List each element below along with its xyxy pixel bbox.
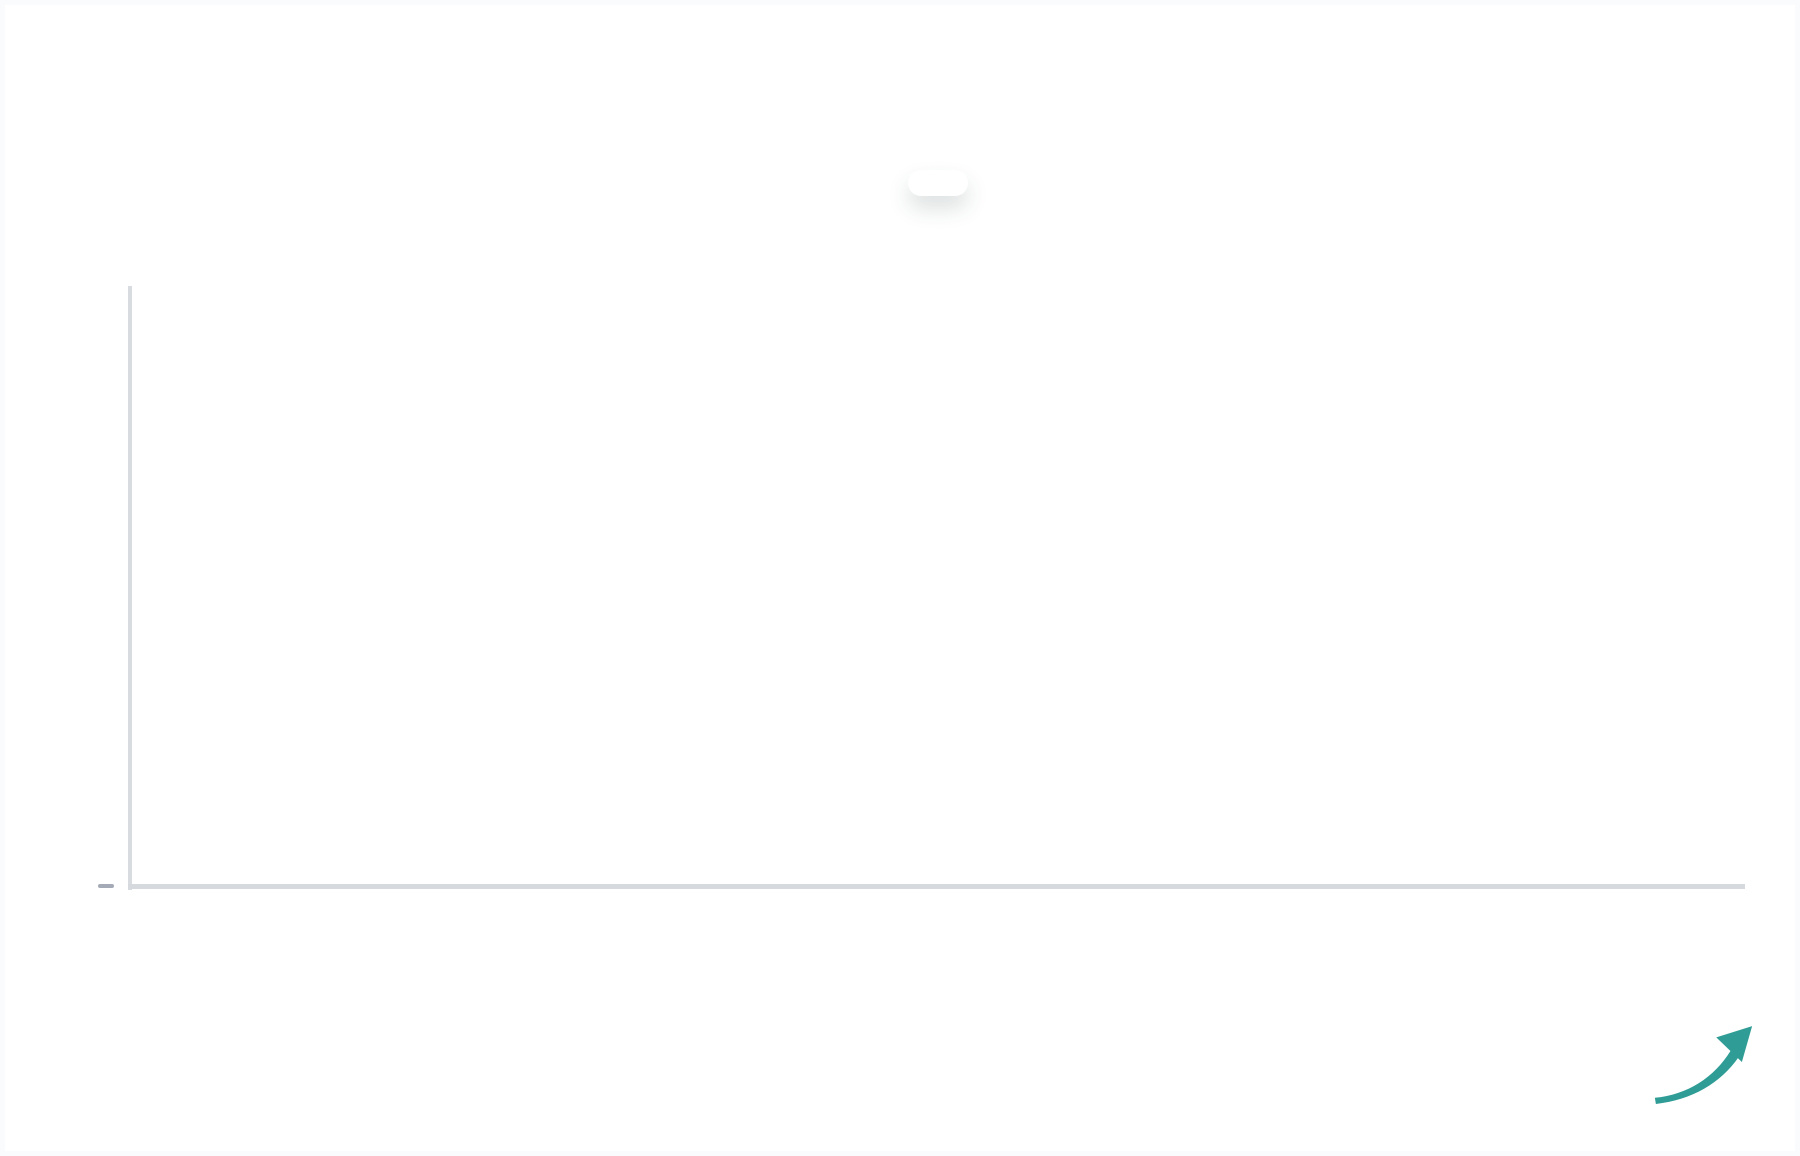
trend-up-arrow-icon: [1654, 1026, 1753, 1104]
x-axis-line: [128, 884, 1745, 889]
y-axis-line: [128, 286, 132, 890]
zero-tick-mark: [98, 884, 114, 888]
